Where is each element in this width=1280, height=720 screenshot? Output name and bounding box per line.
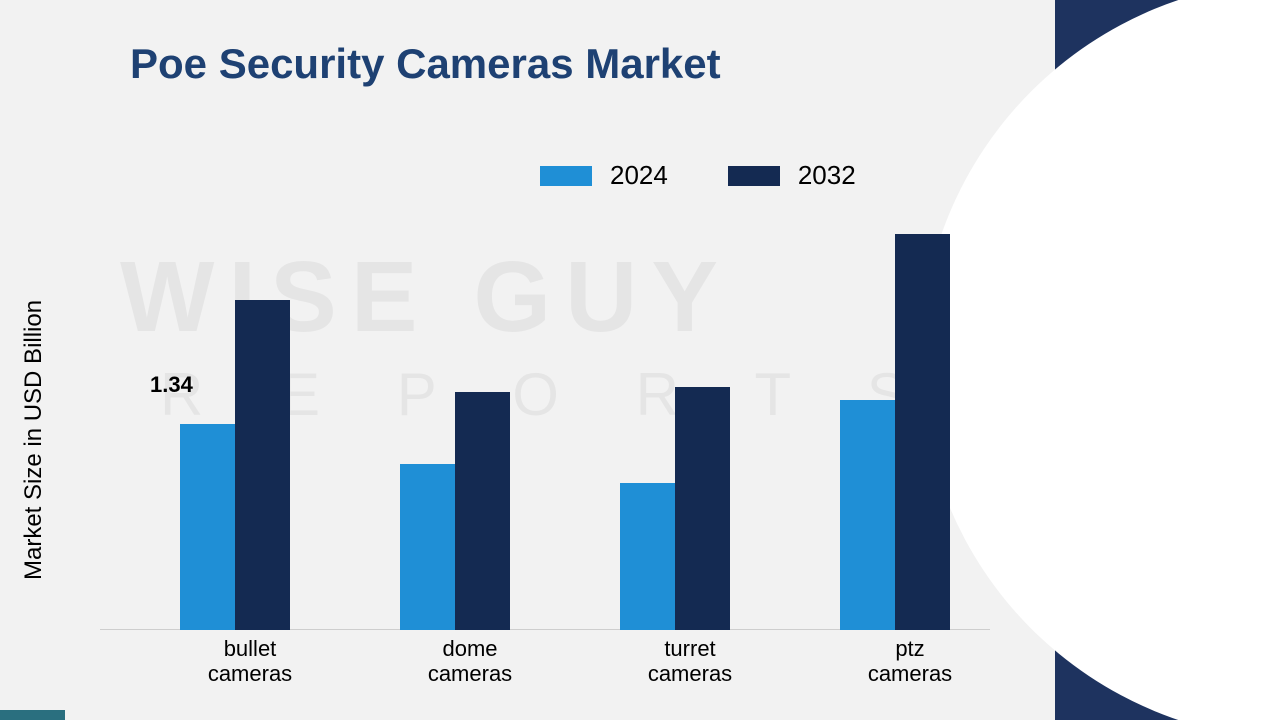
- legend-label-2032: 2032: [798, 160, 856, 191]
- value-label: 1.34: [150, 372, 193, 398]
- category-label: bullet cameras: [208, 636, 292, 687]
- category-label: ptz cameras: [868, 636, 952, 687]
- chart-title: Poe Security Cameras Market: [130, 40, 721, 88]
- legend-swatch-2024: [540, 166, 592, 186]
- chart-stage: WISEGUY REPORTS WISE GUY R E P O R T S P…: [0, 0, 1280, 720]
- bar-group: ptz cameras: [840, 200, 980, 630]
- legend-swatch-2032: [728, 166, 780, 186]
- brand-main: WISEGUY: [1111, 28, 1252, 56]
- bar: [180, 424, 235, 630]
- bar-group: bullet cameras: [180, 200, 320, 630]
- bar: [675, 387, 730, 630]
- legend-item-2024: 2024: [540, 160, 668, 191]
- y-axis-label: Market Size in USD Billion: [20, 300, 48, 580]
- bar-group: turret cameras: [620, 200, 760, 630]
- bar: [455, 392, 510, 630]
- category-label: dome cameras: [428, 636, 512, 687]
- bar-group: dome cameras: [400, 200, 540, 630]
- legend-label-2024: 2024: [610, 160, 668, 191]
- plot-area: bullet cameras dome cameras turret cameras…: [100, 200, 990, 630]
- bar: [235, 300, 290, 630]
- brand-sub: REPORTS: [1111, 58, 1252, 74]
- legend-item-2032: 2032: [728, 160, 856, 191]
- bar: [620, 483, 675, 630]
- category-label: turret cameras: [648, 636, 732, 687]
- legend: 2024 2032: [540, 160, 856, 191]
- bar: [895, 234, 950, 630]
- bottom-accent-bar: [0, 710, 65, 720]
- bar: [400, 464, 455, 630]
- bar: [840, 400, 895, 630]
- brand-logo: WISEGUY REPORTS: [1111, 28, 1252, 74]
